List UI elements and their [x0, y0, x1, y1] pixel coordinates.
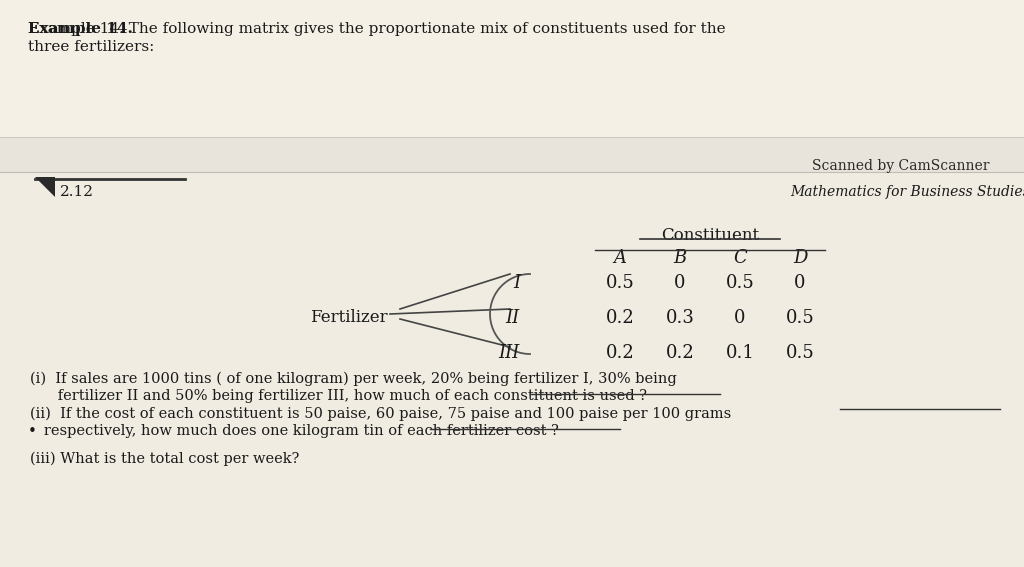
Text: Example 14.: Example 14.: [28, 22, 133, 36]
Text: 0: 0: [795, 274, 806, 292]
Text: 0.2: 0.2: [666, 344, 694, 362]
Text: (i)  If sales are 1000 tins ( of one kilogram) per week, 20% being fertilizer I,: (i) If sales are 1000 tins ( of one kilo…: [30, 372, 677, 386]
Text: 0.5: 0.5: [785, 344, 814, 362]
Text: 2.12: 2.12: [60, 185, 94, 199]
Text: •: •: [28, 424, 37, 439]
Text: three fertilizers:: three fertilizers:: [28, 40, 155, 54]
Bar: [0, 172, 1024, 567]
Text: A: A: [613, 249, 627, 267]
Text: Constituent: Constituent: [660, 227, 759, 244]
Bar: [0, 137, 1024, 172]
Text: 0.5: 0.5: [785, 309, 814, 327]
Text: 0.2: 0.2: [605, 344, 635, 362]
Text: Fertilizer: Fertilizer: [310, 309, 388, 326]
Text: II: II: [506, 309, 520, 327]
Text: D: D: [793, 249, 807, 267]
Text: 0.3: 0.3: [666, 309, 694, 327]
Text: B: B: [674, 249, 687, 267]
Text: I: I: [513, 274, 520, 292]
Text: Mathematics for Business Studies: Mathematics for Business Studies: [791, 185, 1024, 199]
Text: C: C: [733, 249, 746, 267]
Text: 0.5: 0.5: [605, 274, 635, 292]
Text: (iii) What is the total cost per week?: (iii) What is the total cost per week?: [30, 452, 299, 467]
Bar: [0, 0, 1024, 137]
Text: respectively, how much does one kilogram tin of each fertilizer cost ?: respectively, how much does one kilogram…: [30, 424, 559, 438]
Text: 0: 0: [674, 274, 686, 292]
Text: (ii)  If the cost of each constituent is 50 paise, 60 paise, 75 paise and 100 pa: (ii) If the cost of each constituent is …: [30, 407, 731, 421]
Text: 0.1: 0.1: [726, 344, 755, 362]
Text: Scanned by CamScanner: Scanned by CamScanner: [812, 159, 990, 173]
Polygon shape: [35, 177, 55, 197]
Text: Example 14. The following matrix gives the proportionate mix of constituents use: Example 14. The following matrix gives t…: [28, 22, 726, 36]
Text: 0.5: 0.5: [726, 274, 755, 292]
Text: fertilizer II and 50% being fertilizer III, how much of each constituent is used: fertilizer II and 50% being fertilizer I…: [30, 389, 647, 403]
Text: 0: 0: [734, 309, 745, 327]
Text: III: III: [499, 344, 520, 362]
Text: 0.2: 0.2: [605, 309, 635, 327]
